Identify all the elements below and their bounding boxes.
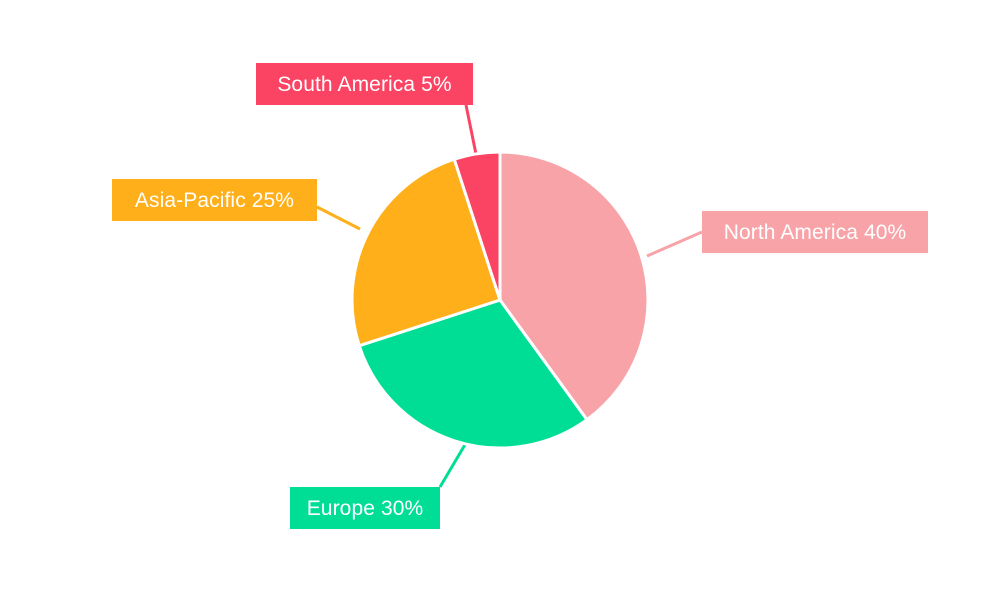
slice-label-text: Asia-Pacific 25% <box>134 188 295 212</box>
pie-slice-asia-pacific[interactable] <box>350 157 502 348</box>
pie-slice-north-america[interactable] <box>498 150 650 422</box>
pie-slice-south-america[interactable] <box>452 150 502 301</box>
leader-lines <box>316 104 703 488</box>
leader-line-asia-pacific <box>316 205 361 231</box>
slice-label-europe: Europe 30% <box>290 487 440 529</box>
slice-label-north-america: North America 40% <box>702 211 928 253</box>
slice-label-text: South America 5% <box>277 72 452 96</box>
slice-label-text: Europe 30% <box>306 496 424 520</box>
pie-slice-europe[interactable] <box>357 298 590 450</box>
leader-line-south-america <box>464 104 479 160</box>
leader-line-north-america <box>646 230 703 258</box>
slice-label-asia-pacific: Asia-Pacific 25% <box>112 179 317 221</box>
pie-slices <box>350 150 650 450</box>
leader-line-europe <box>438 442 468 488</box>
slice-label-south-america: South America 5% <box>256 63 473 105</box>
slice-label-text: North America 40% <box>723 220 907 244</box>
